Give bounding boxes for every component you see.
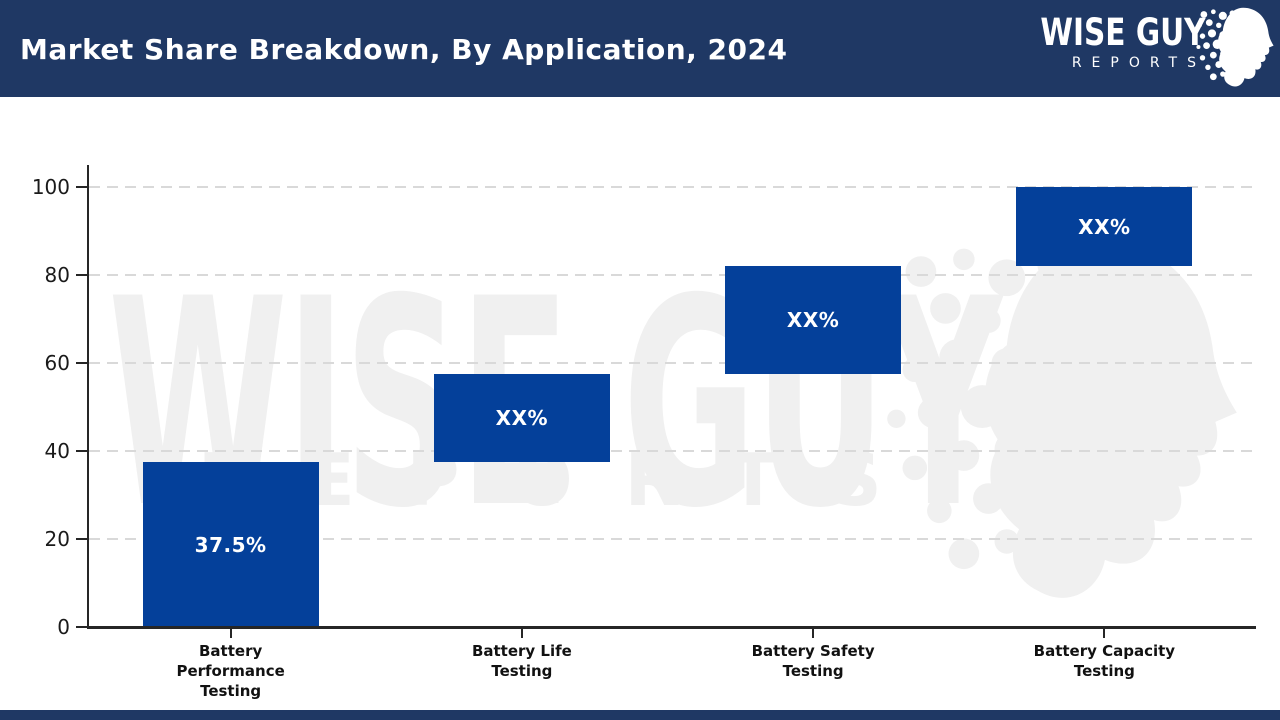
x-category-label-line: Battery Capacity bbox=[1033, 642, 1176, 660]
y-tick-40 bbox=[76, 450, 88, 452]
y-tick-label-100: 100 bbox=[31, 175, 70, 199]
footer-bar bbox=[0, 710, 1280, 720]
y-tick-60 bbox=[76, 362, 88, 364]
bar-value-label-3: XX% bbox=[786, 308, 840, 333]
wiseguy-logo: WISE GUY REPORTS bbox=[1010, 0, 1280, 97]
y-tick-label-80: 80 bbox=[44, 263, 70, 287]
x-tick-3 bbox=[812, 627, 815, 638]
x-category-label-line: Testing bbox=[1073, 662, 1135, 680]
y-tick-label-0: 0 bbox=[57, 615, 70, 639]
y-tick-20 bbox=[76, 538, 88, 540]
y-axis-line bbox=[87, 165, 89, 629]
bar-3: XX% bbox=[725, 266, 902, 374]
x-category-label-line: Testing bbox=[782, 662, 844, 680]
bar-1: 37.5% bbox=[142, 462, 319, 627]
gridline-40 bbox=[89, 450, 1254, 452]
watermark-face-icon bbox=[887, 240, 1237, 598]
logo-primary-text: WISE GUY bbox=[1040, 11, 1206, 54]
y-tick-label-40: 40 bbox=[44, 439, 70, 463]
gridline-20 bbox=[89, 538, 1254, 540]
x-tick-4 bbox=[1103, 627, 1106, 638]
x-category-label-2: Battery Life Testing bbox=[392, 641, 652, 681]
x-tick-1 bbox=[229, 627, 232, 638]
x-category-label-1: Battery Performance Testing bbox=[101, 641, 361, 701]
y-tick-label-60: 60 bbox=[44, 351, 70, 375]
header-bar: Market Share Breakdown, By Application, … bbox=[0, 0, 1280, 97]
bar-value-label-2: XX% bbox=[495, 406, 549, 430]
y-tick-80 bbox=[76, 274, 88, 276]
bar-value-label-4: XX% bbox=[1078, 214, 1131, 239]
y-tick-label-20: 20 bbox=[44, 527, 70, 551]
bar-4: XX% bbox=[1016, 187, 1193, 267]
x-category-label-line: Battery Life bbox=[471, 642, 572, 660]
x-category-label-line: Performance bbox=[176, 662, 285, 680]
y-tick-0 bbox=[76, 626, 88, 628]
x-category-label-line: Battery bbox=[199, 642, 263, 660]
x-axis-line bbox=[87, 626, 1256, 629]
x-category-label-3: Battery Safety Testing bbox=[683, 641, 943, 681]
y-tick-100 bbox=[76, 186, 88, 188]
chart-plot-area: 0 20 40 60 80 100 37.5% Battery Performance Testi… bbox=[0, 97, 1280, 710]
x-category-label-line: Battery Safety bbox=[751, 642, 875, 660]
bar-2: XX% bbox=[433, 374, 610, 462]
wiseguy-face-icon bbox=[1196, 7, 1274, 87]
x-category-label-line: Testing bbox=[491, 662, 553, 680]
gridline-80 bbox=[89, 274, 1254, 276]
x-category-label-4: Battery Capacity Testing bbox=[974, 641, 1234, 681]
x-category-label-line: Testing bbox=[200, 682, 262, 700]
logo-text: WISE GUY REPORTS bbox=[999, 11, 1206, 71]
gridline-60 bbox=[89, 362, 1254, 364]
gridline-100 bbox=[89, 186, 1254, 188]
x-tick-2 bbox=[520, 627, 523, 638]
logo-secondary-text: REPORTS bbox=[1071, 54, 1206, 71]
page-title: Market Share Breakdown, By Application, … bbox=[20, 33, 788, 66]
bar-value-label-1: 37.5% bbox=[194, 532, 267, 557]
